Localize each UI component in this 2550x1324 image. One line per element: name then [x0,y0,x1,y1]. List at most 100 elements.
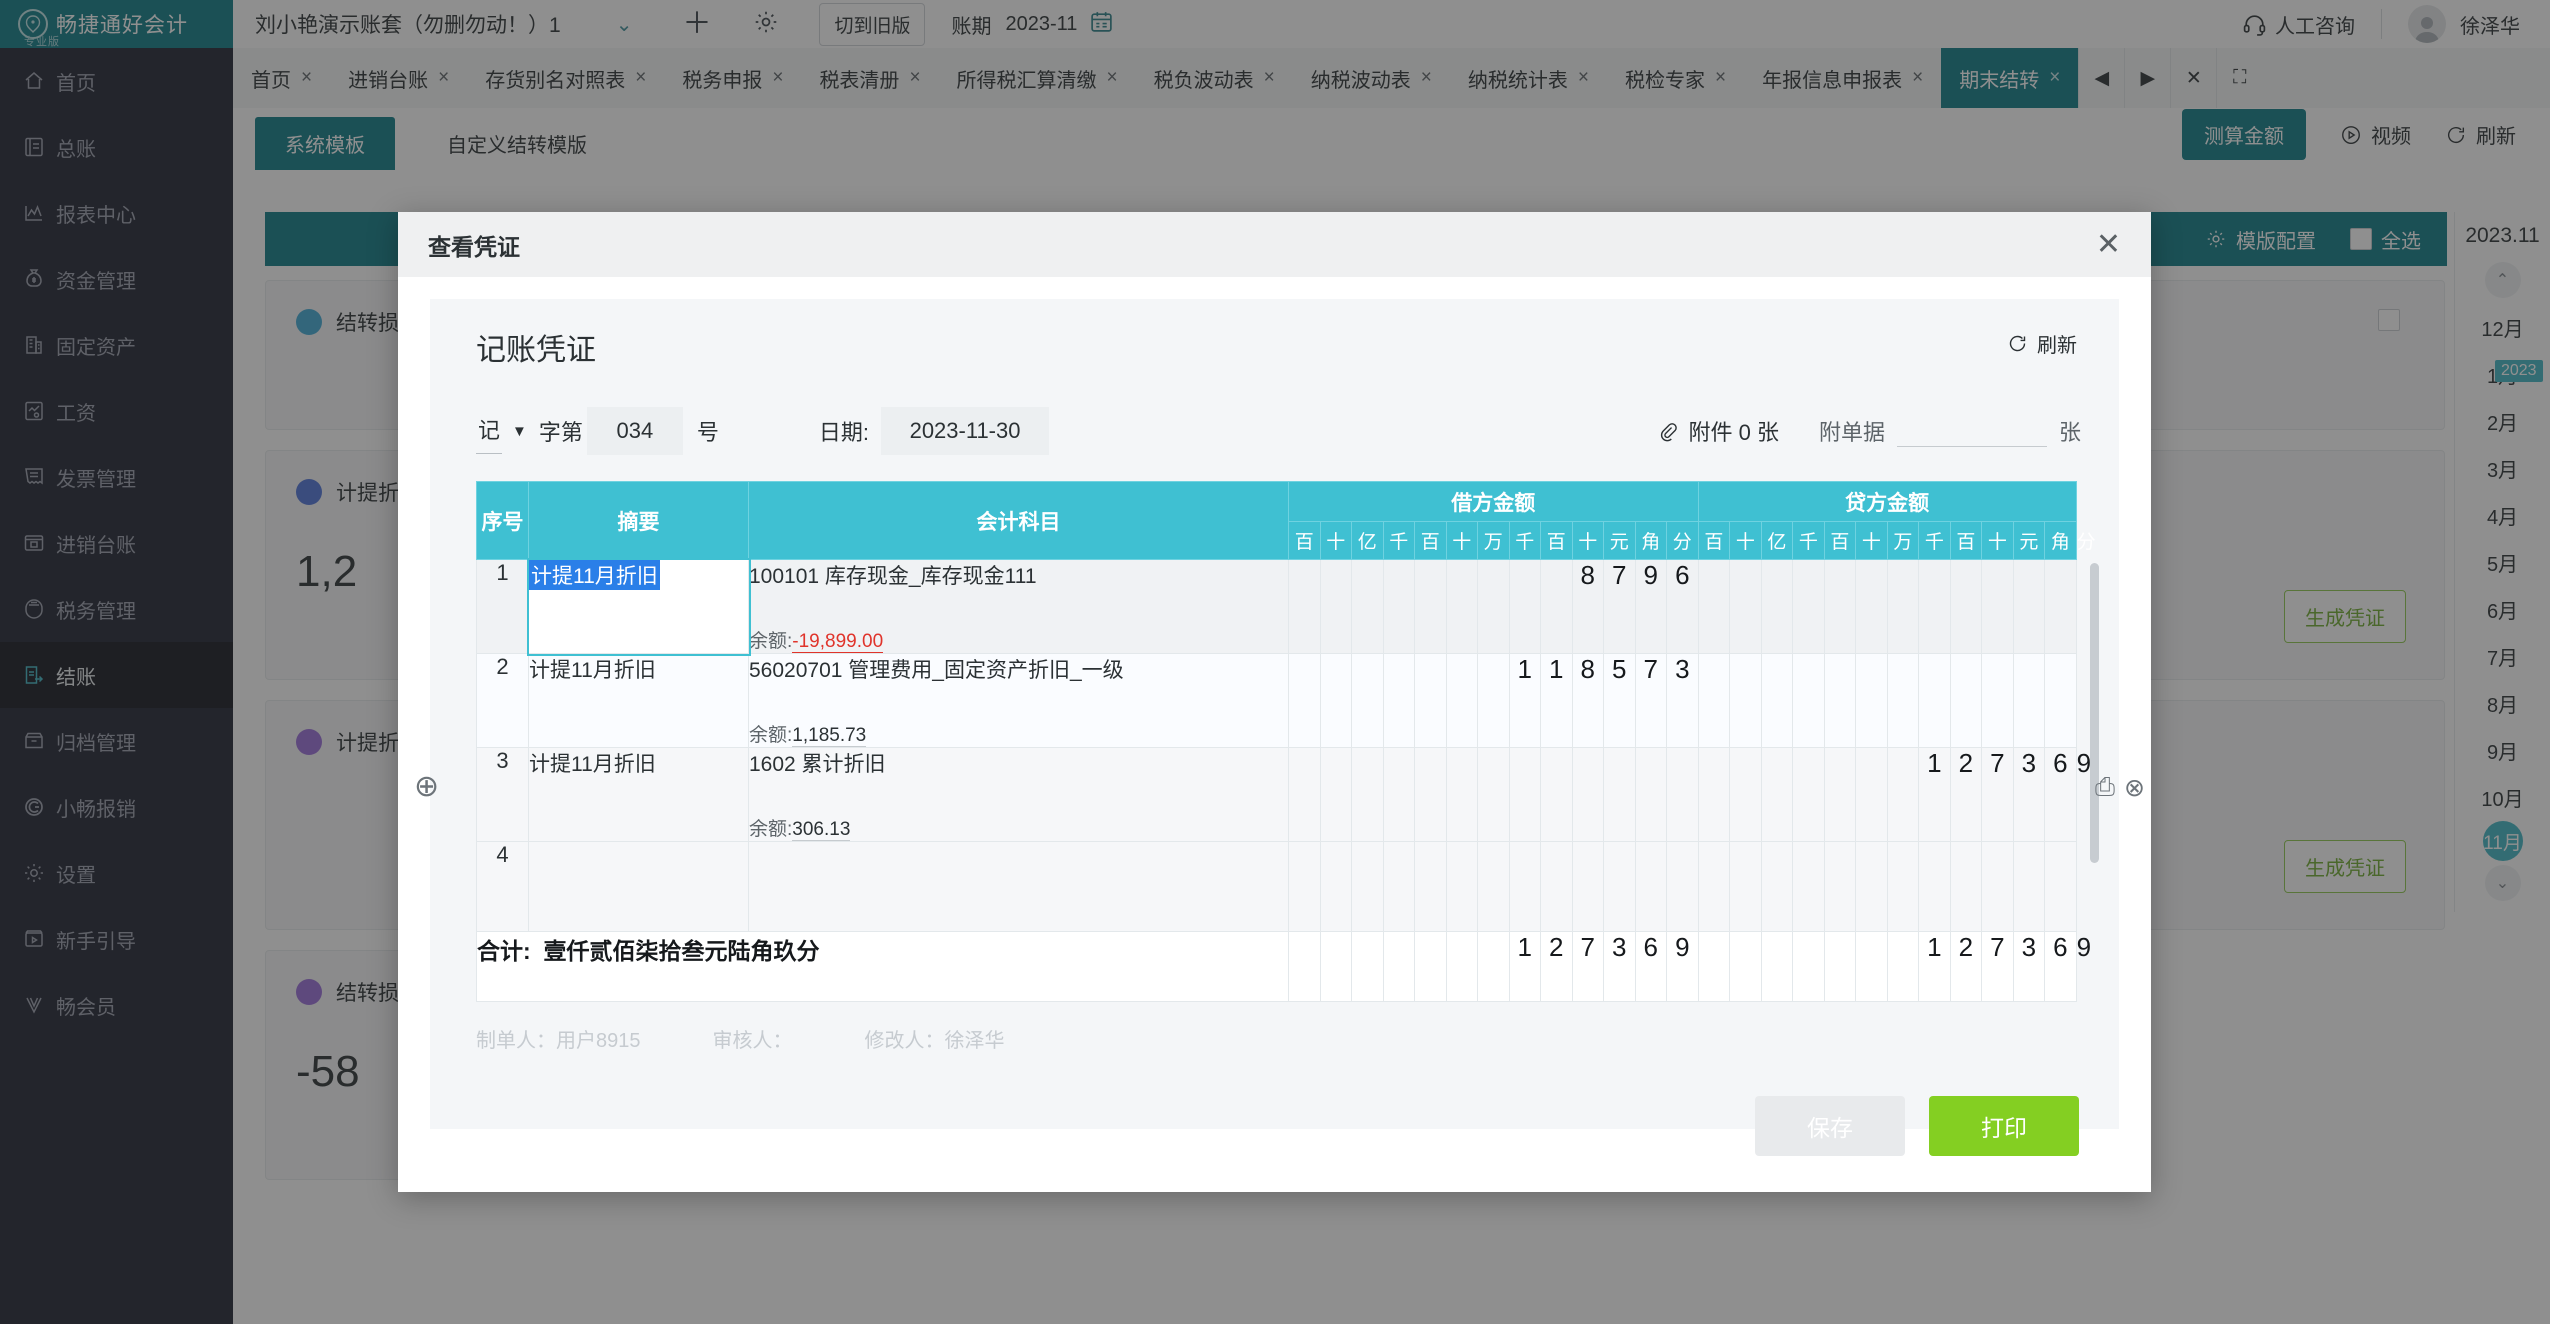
digit-cell-total-credit-10[interactable]: 3 [2012,931,2046,1002]
account-cell[interactable]: 100101 库存现金_库存现金111 余额:-19,899.00 [748,559,1289,654]
digit-cell-total-debit-4[interactable] [1414,931,1447,1002]
row-tools[interactable]: ⎙ ⊗ [2095,773,2145,803]
digit-cell-total-credit-3[interactable] [1792,931,1825,1002]
digit-cell-credit-7[interactable] [1918,559,1951,654]
digit-cell-debit-0[interactable] [1288,559,1321,654]
digit-cell-credit-2[interactable] [1760,559,1794,654]
digit-cell-debit-10[interactable]: 7 [1603,559,1636,654]
digit-cell-credit-8[interactable]: 2 [1949,747,1983,842]
table-row[interactable]: 1 计提11月折旧 100101 库存现金_库存现金111 余额:-19,899.00… [476,557,2077,656]
digit-cell-total-credit-8[interactable]: 2 [1949,931,1983,1002]
digit-cell-total-credit-0[interactable] [1697,931,1731,1002]
digit-cell-debit-5[interactable] [1445,747,1478,842]
digit-cell-credit-4[interactable] [1823,653,1857,748]
digit-cell-credit-5[interactable] [1855,841,1888,932]
digit-cell-credit-10[interactable] [2012,559,2046,654]
digit-cell-total-credit-9[interactable]: 7 [1981,931,2014,1002]
digit-cell-credit-10[interactable]: 3 [2012,747,2046,842]
digit-cell-total-debit-11[interactable]: 6 [1634,931,1667,1002]
digit-cell-credit-2[interactable] [1760,841,1794,932]
digit-cell-debit-11[interactable]: 9 [1634,559,1667,654]
digit-cell-credit-7[interactable] [1918,841,1951,932]
digit-cell-credit-6[interactable] [1886,559,1920,654]
digit-cell-total-debit-8[interactable]: 2 [1540,931,1573,1002]
digit-cell-credit-11[interactable] [2044,559,2077,654]
account-cell[interactable] [748,841,1289,932]
attachment-button[interactable]: 附件 0 张 [1658,415,1779,447]
digit-cell-debit-2[interactable] [1351,559,1384,654]
digit-cell-debit-11[interactable] [1634,747,1667,842]
table-scrollbar[interactable] [2090,563,2099,863]
digit-cell-debit-5[interactable] [1445,653,1478,748]
receipt-count-field[interactable]: 附单据 张 [1819,415,2081,447]
digit-cell-total-credit-2[interactable] [1760,931,1794,1002]
summary-cell[interactable] [528,841,749,932]
save-button[interactable]: 保存 [1755,1096,1905,1156]
digit-cell-debit-6[interactable] [1477,653,1510,748]
digit-cell-debit-1[interactable] [1319,559,1352,654]
digit-cell-credit-4[interactable] [1823,747,1857,842]
digit-cell-debit-9[interactable]: 8 [1571,559,1604,654]
digit-cell-debit-9[interactable] [1571,747,1604,842]
digit-cell-debit-10[interactable]: 5 [1603,653,1636,748]
add-row-icon[interactable]: ⊕ [414,770,440,803]
digit-cell-total-debit-9[interactable]: 7 [1571,931,1604,1002]
digit-cell-debit-0[interactable] [1288,653,1321,748]
digit-cell-credit-2[interactable] [1760,747,1794,842]
digit-cell-total-debit-0[interactable] [1288,931,1321,1002]
digit-cell-debit-10[interactable] [1603,841,1636,932]
digit-cell-total-credit-11[interactable]: 6 [2044,931,2077,1002]
digit-cell-credit-3[interactable] [1792,653,1825,748]
digit-cell-debit-6[interactable] [1477,559,1510,654]
digit-cell-total-credit-7[interactable]: 1 [1918,931,1951,1002]
digit-cell-credit-4[interactable] [1823,841,1857,932]
digit-cell-credit-8[interactable] [1949,841,1983,932]
digit-cell-total-debit-2[interactable] [1351,931,1384,1002]
digit-cell-total-debit-5[interactable] [1445,931,1478,1002]
digit-cell-debit-0[interactable] [1288,747,1321,842]
close-icon[interactable]: ✕ [2095,227,2121,261]
digit-cell-total-debit-7[interactable]: 1 [1508,931,1541,1002]
digit-cell-debit-8[interactable] [1540,747,1573,842]
digit-cell-credit-6[interactable] [1886,747,1920,842]
digit-cell-debit-4[interactable] [1414,841,1447,932]
digit-cell-debit-1[interactable] [1319,841,1352,932]
digit-cell-total-debit-1[interactable] [1319,931,1352,1002]
digit-cell-debit-10[interactable] [1603,747,1636,842]
summary-cell[interactable]: 计提11月折旧 [528,653,749,748]
digit-cell-credit-1[interactable] [1729,653,1762,748]
chevron-down-icon[interactable]: ▼ [512,422,527,440]
digit-cell-credit-9[interactable] [1981,653,2014,748]
digit-cell-debit-7[interactable] [1508,841,1541,932]
digit-cell-debit-5[interactable] [1445,841,1478,932]
digit-cell-credit-0[interactable] [1697,841,1731,932]
digit-cell-debit-5[interactable] [1445,559,1478,654]
digit-cell-credit-7[interactable]: 1 [1918,747,1951,842]
digit-cell-credit-5[interactable] [1855,653,1888,748]
voucher-word-select[interactable]: 记 [476,409,503,454]
digit-cell-credit-0[interactable] [1697,747,1731,842]
digit-cell-credit-6[interactable] [1886,841,1920,932]
digit-cell-debit-7[interactable] [1508,559,1541,654]
digit-cell-total-debit-12[interactable]: 9 [1666,931,1699,1002]
digit-cell-total-debit-3[interactable] [1382,931,1415,1002]
digit-cell-debit-12[interactable]: 3 [1666,653,1699,748]
digit-cell-credit-10[interactable] [2012,841,2046,932]
digit-cell-credit-5[interactable] [1855,747,1888,842]
digit-cell-debit-9[interactable] [1571,841,1604,932]
digit-cell-debit-12[interactable] [1666,747,1699,842]
voucher-date-input[interactable] [881,407,1050,455]
digit-cell-total-debit-10[interactable]: 3 [1603,931,1636,1002]
digit-cell-credit-2[interactable] [1760,653,1794,748]
digit-cell-debit-4[interactable] [1414,653,1447,748]
digit-cell-debit-2[interactable] [1351,653,1384,748]
table-row[interactable]: 3 计提11月折旧 1602 累计折旧 余额:306.13 1 2 7 3 6 9 [476,747,2091,842]
digit-cell-credit-4[interactable] [1823,559,1857,654]
digit-cell-total-credit-4[interactable] [1823,931,1857,1002]
digit-cell-credit-3[interactable] [1792,841,1825,932]
digit-cell-debit-7[interactable] [1508,747,1541,842]
digit-cell-debit-6[interactable] [1477,747,1510,842]
digit-cell-debit-8[interactable] [1540,559,1573,654]
digit-cell-debit-3[interactable] [1382,559,1415,654]
digit-cell-total-credit-5[interactable] [1855,931,1888,1002]
